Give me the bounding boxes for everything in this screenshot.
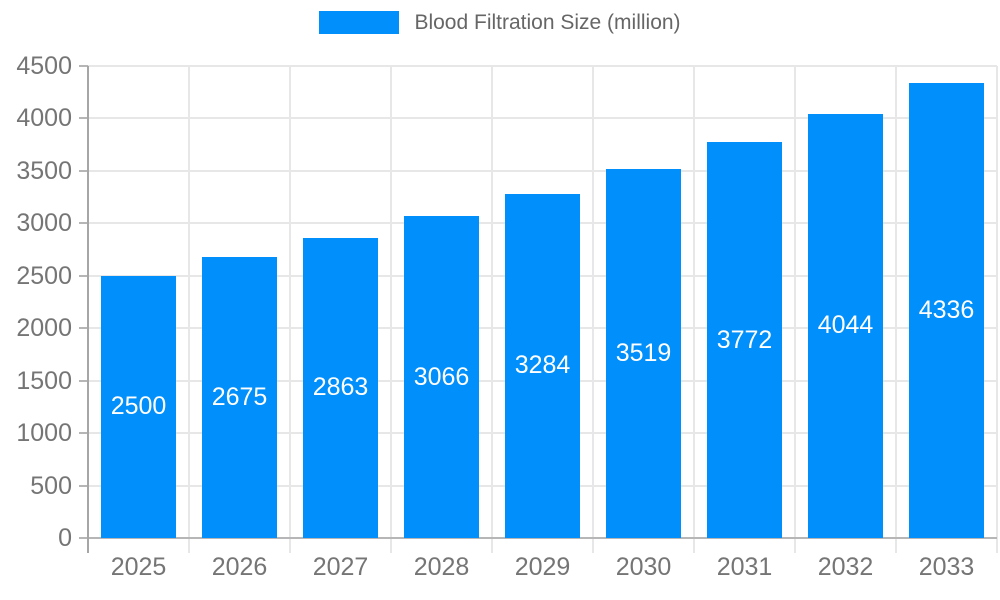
bar-value-label: 3284 bbox=[514, 351, 571, 380]
y-axis-tick bbox=[79, 432, 88, 435]
bar-2028[interactable]: 3066 bbox=[404, 216, 479, 538]
x-gridline bbox=[996, 66, 998, 553]
bar-2031[interactable]: 3772 bbox=[707, 142, 782, 538]
y-axis-label: 4000 bbox=[16, 104, 72, 133]
x-axis-label: 2027 bbox=[312, 553, 369, 581]
legend-swatch bbox=[319, 11, 400, 34]
x-axis-label: 2032 bbox=[817, 553, 874, 581]
y-axis-tick bbox=[79, 537, 88, 539]
x-axis-label: 2030 bbox=[615, 553, 672, 581]
y-axis-tick bbox=[79, 65, 88, 67]
bar-value-label: 3519 bbox=[615, 338, 672, 367]
y-axis-label: 4500 bbox=[16, 52, 72, 80]
x-axis-label: 2025 bbox=[110, 553, 167, 581]
y-gridline bbox=[88, 65, 997, 67]
x-axis-label: 2031 bbox=[716, 553, 773, 581]
y-axis-label: 0 bbox=[58, 524, 72, 552]
bar-2029[interactable]: 3284 bbox=[505, 193, 580, 538]
x-gridline bbox=[390, 66, 392, 553]
bar-value-label: 2500 bbox=[110, 392, 167, 421]
y-axis-tick bbox=[79, 379, 88, 382]
bar-2030[interactable]: 3519 bbox=[606, 168, 681, 538]
x-gridline bbox=[693, 66, 695, 553]
bar-value-label: 2863 bbox=[312, 373, 369, 402]
y-axis-tick bbox=[79, 222, 88, 225]
bar-2027[interactable]: 2863 bbox=[303, 237, 378, 538]
bar-2025[interactable]: 2500 bbox=[101, 275, 176, 538]
bar-value-label: 4336 bbox=[918, 296, 975, 325]
x-gridline bbox=[895, 66, 897, 553]
bar-value-label: 4044 bbox=[817, 311, 874, 340]
y-gridline bbox=[88, 169, 997, 172]
y-axis-tick bbox=[79, 169, 88, 172]
bar-2032[interactable]: 4044 bbox=[808, 113, 883, 538]
x-gridline bbox=[289, 66, 291, 553]
bar-value-label: 2675 bbox=[211, 383, 268, 412]
legend-label: Blood Filtration Size (million) bbox=[414, 11, 681, 34]
y-axis-tick bbox=[79, 117, 88, 120]
x-axis-label: 2026 bbox=[211, 553, 268, 581]
x-gridline bbox=[592, 66, 594, 553]
x-axis-label: 2033 bbox=[918, 553, 975, 581]
x-gridline bbox=[491, 66, 493, 553]
x-axis-line bbox=[88, 537, 997, 539]
y-axis-tick bbox=[79, 274, 88, 277]
y-axis-line bbox=[87, 66, 89, 553]
bar-2033[interactable]: 4336 bbox=[909, 83, 984, 538]
y-axis-label: 2500 bbox=[16, 261, 72, 290]
y-axis-label: 3000 bbox=[16, 209, 72, 238]
y-axis-label: 1500 bbox=[16, 366, 72, 395]
x-gridline bbox=[188, 66, 190, 553]
bar-value-label: 3772 bbox=[716, 325, 773, 354]
y-axis-label: 500 bbox=[30, 471, 72, 500]
y-gridline bbox=[88, 117, 997, 120]
bar-2026[interactable]: 2675 bbox=[202, 257, 277, 538]
bar-value-label: 3066 bbox=[413, 362, 470, 391]
y-axis-label: 3500 bbox=[16, 156, 72, 185]
y-axis-tick bbox=[79, 327, 88, 330]
x-axis-label: 2029 bbox=[514, 553, 571, 581]
y-axis-tick bbox=[79, 484, 88, 487]
y-axis-label: 1000 bbox=[16, 419, 72, 448]
y-axis-label: 2000 bbox=[16, 314, 72, 343]
x-axis-label: 2028 bbox=[413, 553, 470, 581]
legend[interactable]: Blood Filtration Size (million) bbox=[0, 10, 1000, 35]
x-gridline bbox=[794, 66, 796, 553]
